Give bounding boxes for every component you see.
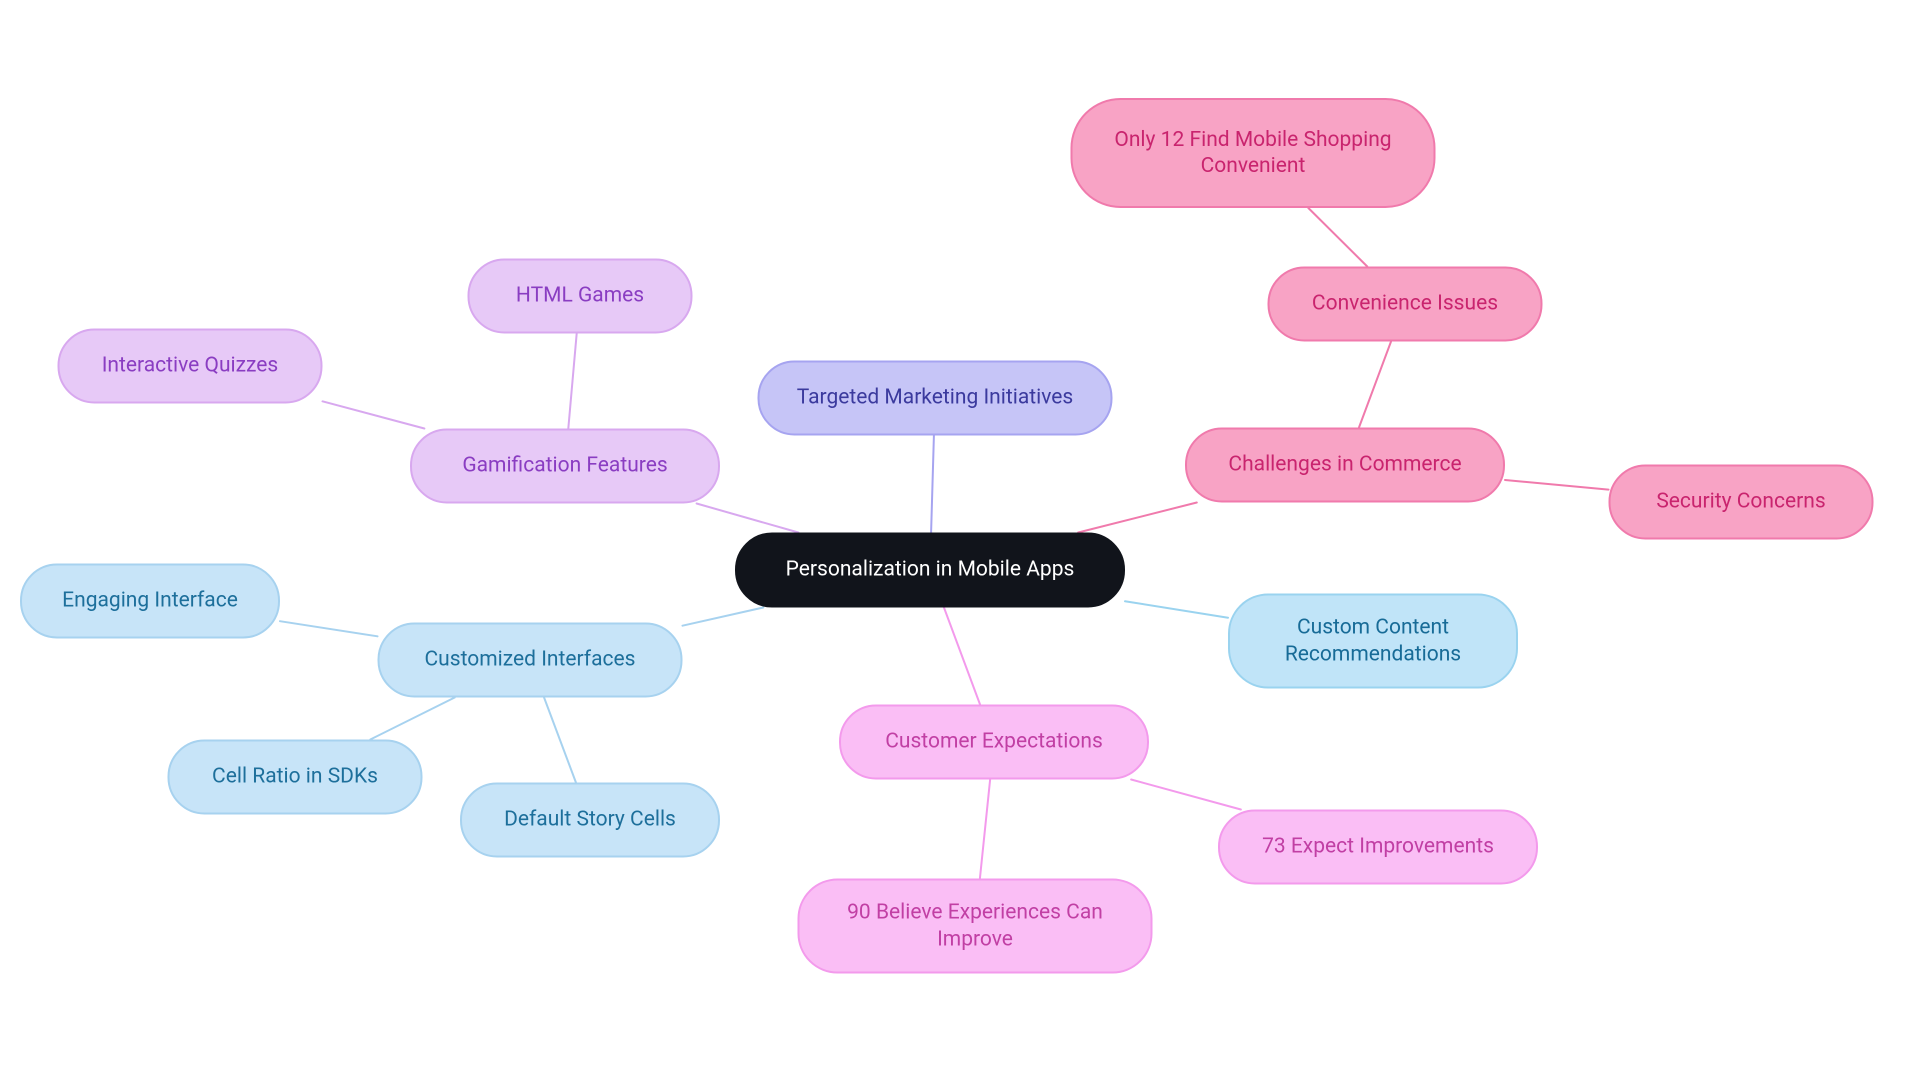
node-cellratio: Cell Ratio in SDKs xyxy=(168,740,423,815)
edge-root-custint xyxy=(683,608,764,626)
edge-root-chall xyxy=(1078,503,1197,533)
node-gamif: Gamification Features xyxy=(410,429,720,504)
edge-custint-engint xyxy=(280,621,378,636)
edge-root-gamif xyxy=(697,504,799,533)
edge-conv-only12 xyxy=(1308,208,1367,267)
edge-custint-story xyxy=(544,698,576,783)
node-custint: Customized Interfaces xyxy=(378,623,683,698)
edge-custint-cellratio xyxy=(370,698,454,740)
mindmap-canvas: Personalization in Mobile Apps Targeted M… xyxy=(0,0,1920,1083)
node-expect: 73 Expect Improvements xyxy=(1218,810,1538,885)
edge-gamif-quiz xyxy=(323,401,425,428)
node-html: HTML Games xyxy=(468,259,693,334)
node-custexp: Customer Expectations xyxy=(839,705,1149,780)
node-chall: Challenges in Commerce xyxy=(1185,428,1505,503)
node-root: Personalization in Mobile Apps xyxy=(735,533,1125,608)
node-story: Default Story Cells xyxy=(460,783,720,858)
edge-root-custexp xyxy=(944,608,980,705)
node-quiz: Interactive Quizzes xyxy=(58,329,323,404)
edge-chall-conv xyxy=(1359,342,1391,428)
node-engint: Engaging Interface xyxy=(20,564,280,639)
edge-gamif-html xyxy=(568,334,576,429)
node-targeted: Targeted Marketing Initiatives xyxy=(758,361,1113,436)
edge-custexp-expect xyxy=(1131,780,1241,810)
node-ccr: Custom Content Recommendations xyxy=(1228,594,1518,689)
node-only12: Only 12 Find Mobile Shopping Convenient xyxy=(1071,98,1436,208)
node-believe: 90 Believe Experiences Can Improve xyxy=(798,879,1153,974)
edge-root-targeted xyxy=(931,436,934,533)
edge-chall-security xyxy=(1505,480,1609,490)
node-conv: Convenience Issues xyxy=(1268,267,1543,342)
edge-custexp-believe xyxy=(980,780,990,879)
edge-root-ccr xyxy=(1125,601,1228,618)
node-security: Security Concerns xyxy=(1609,465,1874,540)
